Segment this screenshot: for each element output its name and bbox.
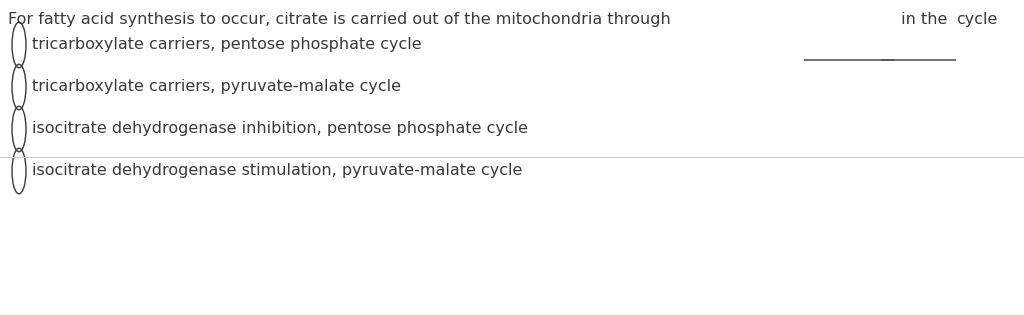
Text: tricarboxylate carriers, pyruvate-malate cycle: tricarboxylate carriers, pyruvate-malate… xyxy=(32,79,401,94)
Text: tricarboxylate carriers, pentose phosphate cycle: tricarboxylate carriers, pentose phospha… xyxy=(32,37,422,53)
Text: cycle: cycle xyxy=(956,12,997,27)
Text: isocitrate dehydrogenase inhibition, pentose phosphate cycle: isocitrate dehydrogenase inhibition, pen… xyxy=(32,122,528,136)
Text: in the: in the xyxy=(896,12,952,27)
Text: isocitrate dehydrogenase stimulation, pyruvate-malate cycle: isocitrate dehydrogenase stimulation, py… xyxy=(32,163,522,179)
Text: For fatty acid synthesis to occur, citrate is carried out of the mitochondria th: For fatty acid synthesis to occur, citra… xyxy=(8,12,676,27)
